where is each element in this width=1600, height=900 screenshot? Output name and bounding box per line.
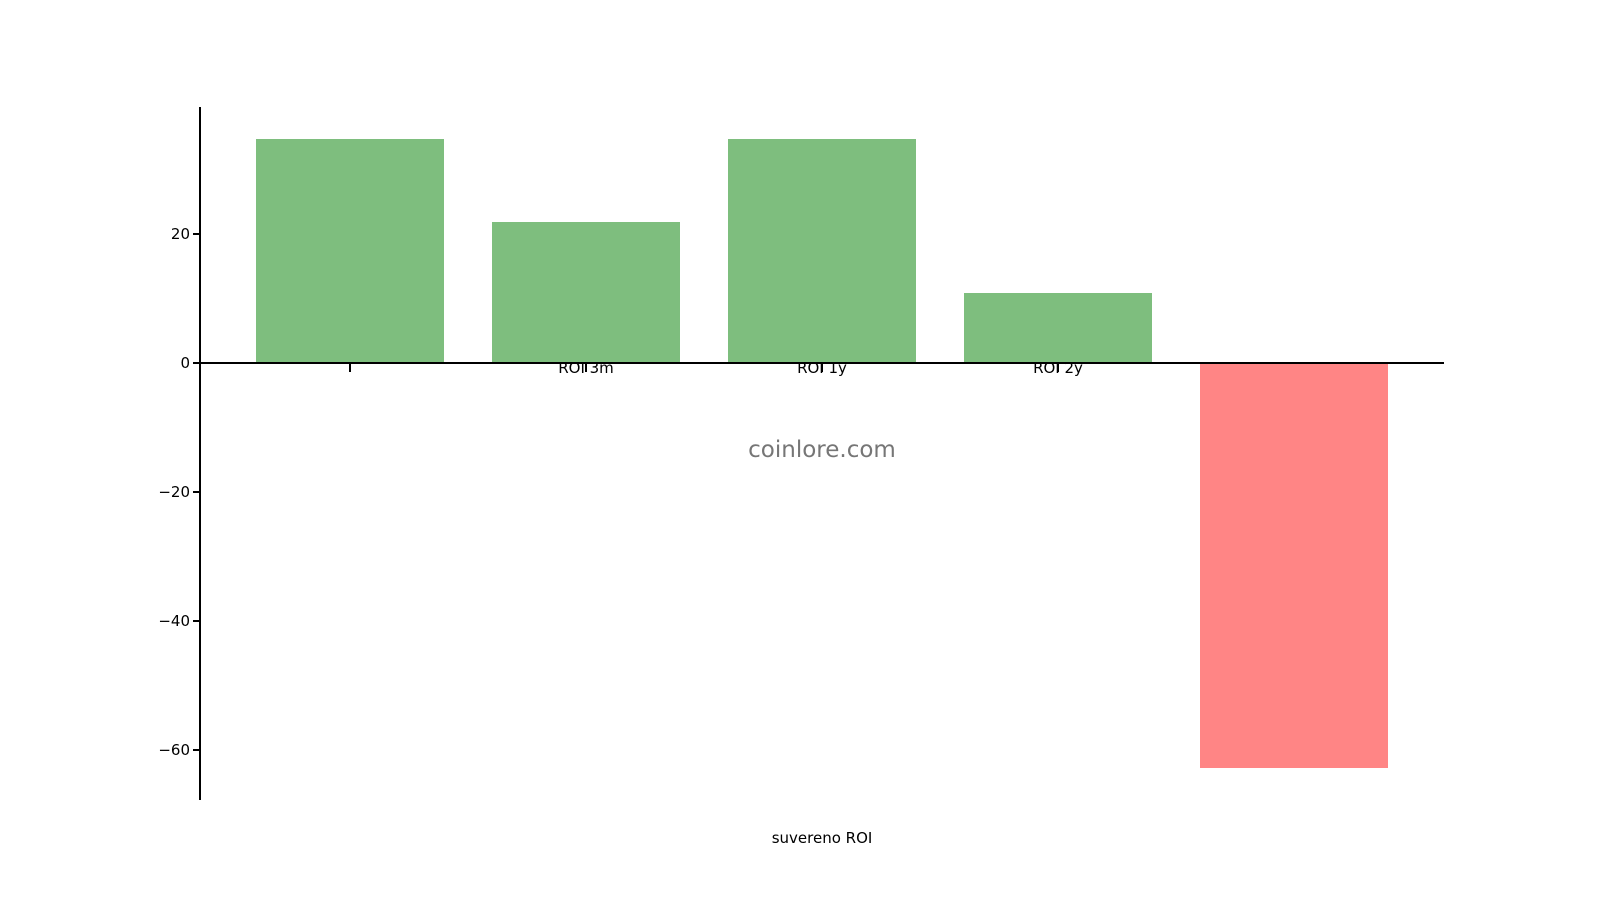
x-axis-line (199, 362, 1444, 364)
x-tick (585, 364, 587, 372)
y-tick (193, 233, 200, 236)
bar-roi-1 (256, 138, 444, 362)
y-tick-label: −20 (158, 483, 190, 502)
bar-roi-2y (964, 293, 1152, 362)
x-tick-label: ROI 2y (1033, 359, 1083, 377)
bar-roi-3m (492, 221, 680, 362)
y-axis-spine (199, 107, 201, 800)
y-tick (193, 749, 200, 752)
watermark: coinlore.com (748, 437, 896, 463)
x-tick (349, 364, 351, 372)
y-tick-label: 20 (170, 225, 190, 244)
x-axis-title: suvereno ROI (771, 829, 873, 847)
x-tick (1057, 364, 1059, 372)
y-tick (193, 362, 200, 365)
bar-roi-1y (728, 138, 916, 362)
x-tick (821, 364, 823, 372)
y-tick (193, 620, 200, 623)
y-tick-label: −40 (158, 612, 190, 631)
y-tick (193, 491, 200, 494)
bar-roi-5 (1200, 364, 1388, 769)
x-tick-label: ROI 1y (797, 359, 847, 377)
y-tick-label: 0 (180, 354, 190, 373)
x-tick-label: ROI 3m (558, 359, 614, 377)
y-tick-label: −60 (158, 741, 190, 760)
